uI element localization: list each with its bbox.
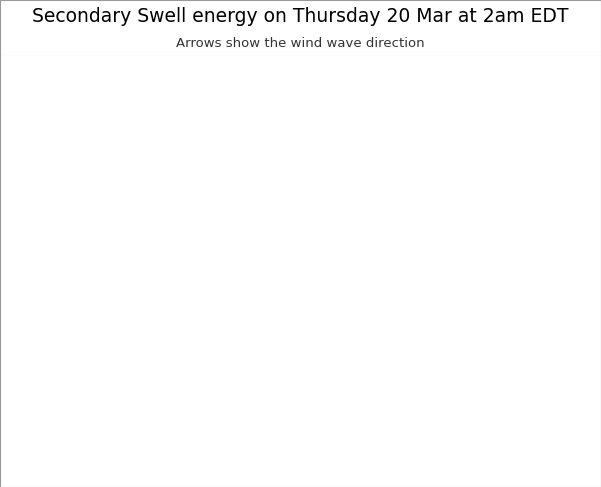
Text: Secondary Swell energy on Thursday 20 Mar at 2am EDT: Secondary Swell energy on Thursday 20 Ma… — [32, 7, 569, 26]
Text: Arrows show the wind wave direction: Arrows show the wind wave direction — [176, 37, 425, 50]
Text: cartopy required: cartopy required — [243, 264, 358, 279]
